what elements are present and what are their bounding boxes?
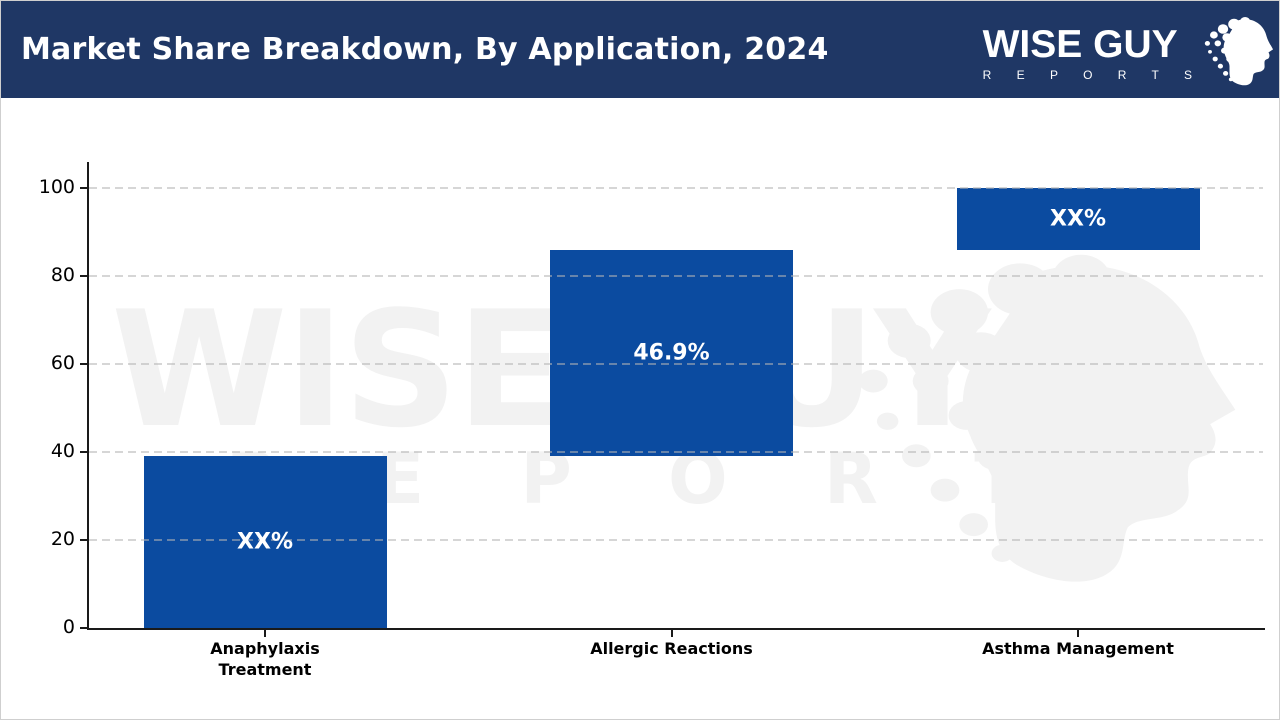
y-tick-label: 60 (50, 352, 75, 374)
logo-text: WISE GUY R E P O R T S (982, 23, 1203, 83)
y-tick-mark (80, 363, 88, 365)
y-tick-mark (80, 275, 88, 277)
gridline (89, 275, 1263, 277)
x-category-label: Anaphylaxis Treatment (210, 639, 320, 679)
bar-value-label: XX% (237, 529, 293, 555)
gridline (89, 539, 1263, 541)
y-tick-label: 40 (50, 440, 75, 462)
bar-segment (550, 250, 793, 457)
y-tick-label: 100 (38, 176, 75, 198)
y-tick-mark (80, 451, 88, 453)
header-band: Market Share Breakdown, By Application, … (1, 1, 1279, 98)
y-tick-mark (80, 627, 88, 629)
wise-guy-reports-logo: WISE GUY R E P O R T S (983, 7, 1274, 95)
logo-wordmark: WISE GUY (982, 23, 1178, 66)
bar-value-label: 46.9% (633, 340, 710, 366)
y-tick-label: 20 (50, 528, 75, 550)
y-axis-line (87, 162, 89, 630)
gridline (89, 451, 1263, 453)
page-title: Market Share Breakdown, By Application, … (21, 32, 829, 67)
y-tick-label: 80 (50, 264, 75, 286)
plot-area: XX% 46.9% XX% (89, 164, 1263, 628)
x-category-label: Allergic Reactions (590, 639, 753, 658)
x-axis-line (87, 628, 1265, 630)
y-tick-label: 0 (62, 616, 75, 638)
bar-segment (143, 456, 387, 628)
x-category-label: Asthma Management (982, 639, 1174, 658)
logo-subtext: R E P O R T S (982, 68, 1203, 82)
y-tick-mark (80, 187, 88, 189)
chart-canvas: WISE GUY R E P O R T S XX% 46.9% XX% 0 20 40… (1, 98, 1279, 719)
x-tick-mark (264, 630, 266, 637)
watermark-head-icon (859, 254, 1236, 582)
y-tick-mark (80, 539, 88, 541)
x-tick-mark (1077, 630, 1079, 637)
gridline (89, 187, 1263, 189)
bar-segment (956, 188, 1200, 251)
head-profile-icon (1204, 17, 1274, 86)
gridline (89, 363, 1263, 365)
bar-value-label: XX% (1050, 206, 1106, 232)
x-tick-mark (670, 630, 673, 637)
